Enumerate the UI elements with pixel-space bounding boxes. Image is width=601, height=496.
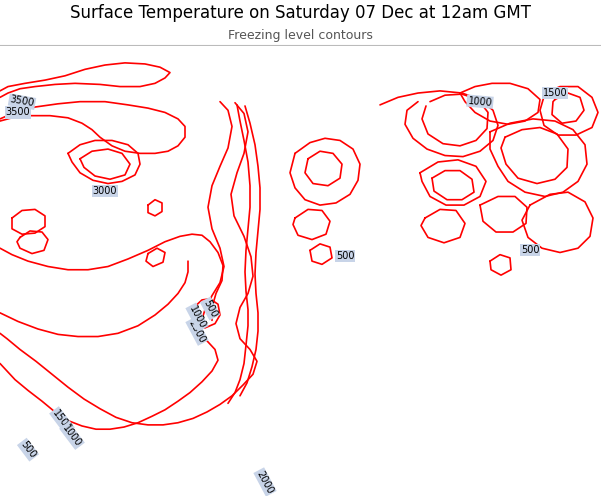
Text: 1500: 1500	[543, 88, 567, 98]
Text: 500: 500	[520, 246, 539, 255]
Text: 3500: 3500	[9, 95, 35, 109]
Text: 2500: 2500	[187, 318, 207, 344]
Text: 1000: 1000	[468, 96, 493, 108]
Text: 3000: 3000	[93, 186, 117, 196]
Text: 2000: 2000	[255, 469, 275, 495]
Text: Freezing level contours: Freezing level contours	[228, 29, 373, 42]
Text: 1000: 1000	[61, 423, 84, 448]
Text: 500: 500	[336, 251, 354, 261]
Text: 3500: 3500	[5, 108, 30, 118]
Text: Surface Temperature on Saturday 07 Dec at 12am GMT: Surface Temperature on Saturday 07 Dec a…	[70, 4, 531, 22]
Text: 1000: 1000	[187, 304, 207, 330]
Text: 1500: 1500	[50, 408, 73, 434]
Text: 500: 500	[19, 439, 37, 460]
Text: 500: 500	[201, 298, 219, 319]
